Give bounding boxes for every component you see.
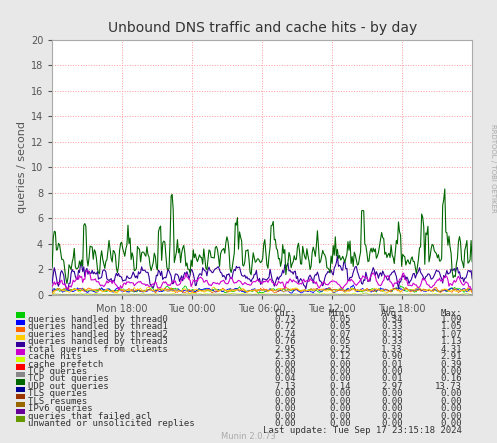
Text: queries handled by thread3: queries handled by thread3 <box>28 337 168 346</box>
Text: 0.00: 0.00 <box>274 367 296 376</box>
Text: 0.33: 0.33 <box>381 323 403 331</box>
Text: Max:: Max: <box>441 309 462 318</box>
Text: 0.76: 0.76 <box>274 337 296 346</box>
Text: 0.00: 0.00 <box>274 389 296 398</box>
Text: 0.73: 0.73 <box>274 315 296 324</box>
Text: 0.33: 0.33 <box>381 337 403 346</box>
Text: 0.00: 0.00 <box>441 412 462 421</box>
Text: 0.39: 0.39 <box>441 360 462 369</box>
Text: 0.74: 0.74 <box>274 330 296 339</box>
Text: cache hits: cache hits <box>28 352 82 361</box>
Text: 0.00: 0.00 <box>329 412 350 421</box>
Text: 0.00: 0.00 <box>381 397 403 406</box>
Text: 0.00: 0.00 <box>441 397 462 406</box>
Text: Min:: Min: <box>329 309 350 318</box>
Text: 0.00: 0.00 <box>329 404 350 413</box>
Text: queries handled by thread2: queries handled by thread2 <box>28 330 168 339</box>
Title: Unbound DNS traffic and cache hits - by day: Unbound DNS traffic and cache hits - by … <box>107 20 417 35</box>
Text: queries handled by thread0: queries handled by thread0 <box>28 315 168 324</box>
Text: Last update: Tue Sep 17 23:15:18 2024: Last update: Tue Sep 17 23:15:18 2024 <box>263 426 462 435</box>
Text: 7.13: 7.13 <box>274 382 296 391</box>
Text: 0.01: 0.01 <box>381 374 403 384</box>
Text: 1.05: 1.05 <box>441 323 462 331</box>
Text: queries handled by thread1: queries handled by thread1 <box>28 323 168 331</box>
Text: TCP queries: TCP queries <box>28 367 87 376</box>
Text: 0.04: 0.04 <box>274 374 296 384</box>
Text: 0.00: 0.00 <box>441 389 462 398</box>
Text: 4.31: 4.31 <box>441 345 462 354</box>
Text: 0.00: 0.00 <box>441 404 462 413</box>
Text: unwanted or unsolicited replies: unwanted or unsolicited replies <box>28 419 195 428</box>
Text: 0.00: 0.00 <box>329 389 350 398</box>
Text: 1.09: 1.09 <box>441 315 462 324</box>
Text: queries that failed acl: queries that failed acl <box>28 412 152 421</box>
Text: 2.97: 2.97 <box>381 382 403 391</box>
Text: 0.00: 0.00 <box>274 412 296 421</box>
Text: 0.00: 0.00 <box>274 360 296 369</box>
Text: 1.33: 1.33 <box>381 345 403 354</box>
Text: 0.00: 0.00 <box>329 397 350 406</box>
Text: 0.00: 0.00 <box>274 404 296 413</box>
Text: 0.00: 0.00 <box>329 360 350 369</box>
Text: 0.25: 0.25 <box>329 345 350 354</box>
Text: 0.90: 0.90 <box>381 352 403 361</box>
Y-axis label: queries / second: queries / second <box>16 121 27 213</box>
Text: IPv6 queries: IPv6 queries <box>28 404 93 413</box>
Text: TLS queries: TLS queries <box>28 389 87 398</box>
Text: 0.34: 0.34 <box>381 315 403 324</box>
Text: 0.00: 0.00 <box>381 419 403 428</box>
Text: 2.95: 2.95 <box>274 345 296 354</box>
Text: 0.00: 0.00 <box>274 397 296 406</box>
Text: 0.01: 0.01 <box>381 360 403 369</box>
Text: 0.00: 0.00 <box>381 367 403 376</box>
Text: 0.05: 0.05 <box>329 323 350 331</box>
Text: 0.05: 0.05 <box>329 315 350 324</box>
Text: 0.00: 0.00 <box>329 419 350 428</box>
Text: TLS resumes: TLS resumes <box>28 397 87 406</box>
Text: 0.00: 0.00 <box>441 419 462 428</box>
Text: 0.14: 0.14 <box>329 382 350 391</box>
Text: 0.12: 0.12 <box>329 352 350 361</box>
Text: 0.33: 0.33 <box>381 330 403 339</box>
Text: UDP out queries: UDP out queries <box>28 382 109 391</box>
Text: TCP out queries: TCP out queries <box>28 374 109 384</box>
Text: 1.13: 1.13 <box>441 337 462 346</box>
Text: 0.00: 0.00 <box>381 389 403 398</box>
Text: 0.00: 0.00 <box>381 404 403 413</box>
Text: 0.07: 0.07 <box>329 330 350 339</box>
Text: RRDTOOL / TOBI OETIKER: RRDTOOL / TOBI OETIKER <box>490 124 496 213</box>
Text: Munin 2.0.73: Munin 2.0.73 <box>221 432 276 441</box>
Text: 0.00: 0.00 <box>381 412 403 421</box>
Text: 0.00: 0.00 <box>329 374 350 384</box>
Text: 0.00: 0.00 <box>441 367 462 376</box>
Text: 0.16: 0.16 <box>441 374 462 384</box>
Text: total queries from clients: total queries from clients <box>28 345 168 354</box>
Text: 0.05: 0.05 <box>329 337 350 346</box>
Text: cache prefetch: cache prefetch <box>28 360 103 369</box>
Text: 2.91: 2.91 <box>441 352 462 361</box>
Text: 0.00: 0.00 <box>329 367 350 376</box>
Text: 1.07: 1.07 <box>441 330 462 339</box>
Text: 0.72: 0.72 <box>274 323 296 331</box>
Text: 2.33: 2.33 <box>274 352 296 361</box>
Text: 13.73: 13.73 <box>435 382 462 391</box>
Text: Avg:: Avg: <box>381 309 403 318</box>
Text: 0.00: 0.00 <box>274 419 296 428</box>
Text: Cur:: Cur: <box>274 309 296 318</box>
